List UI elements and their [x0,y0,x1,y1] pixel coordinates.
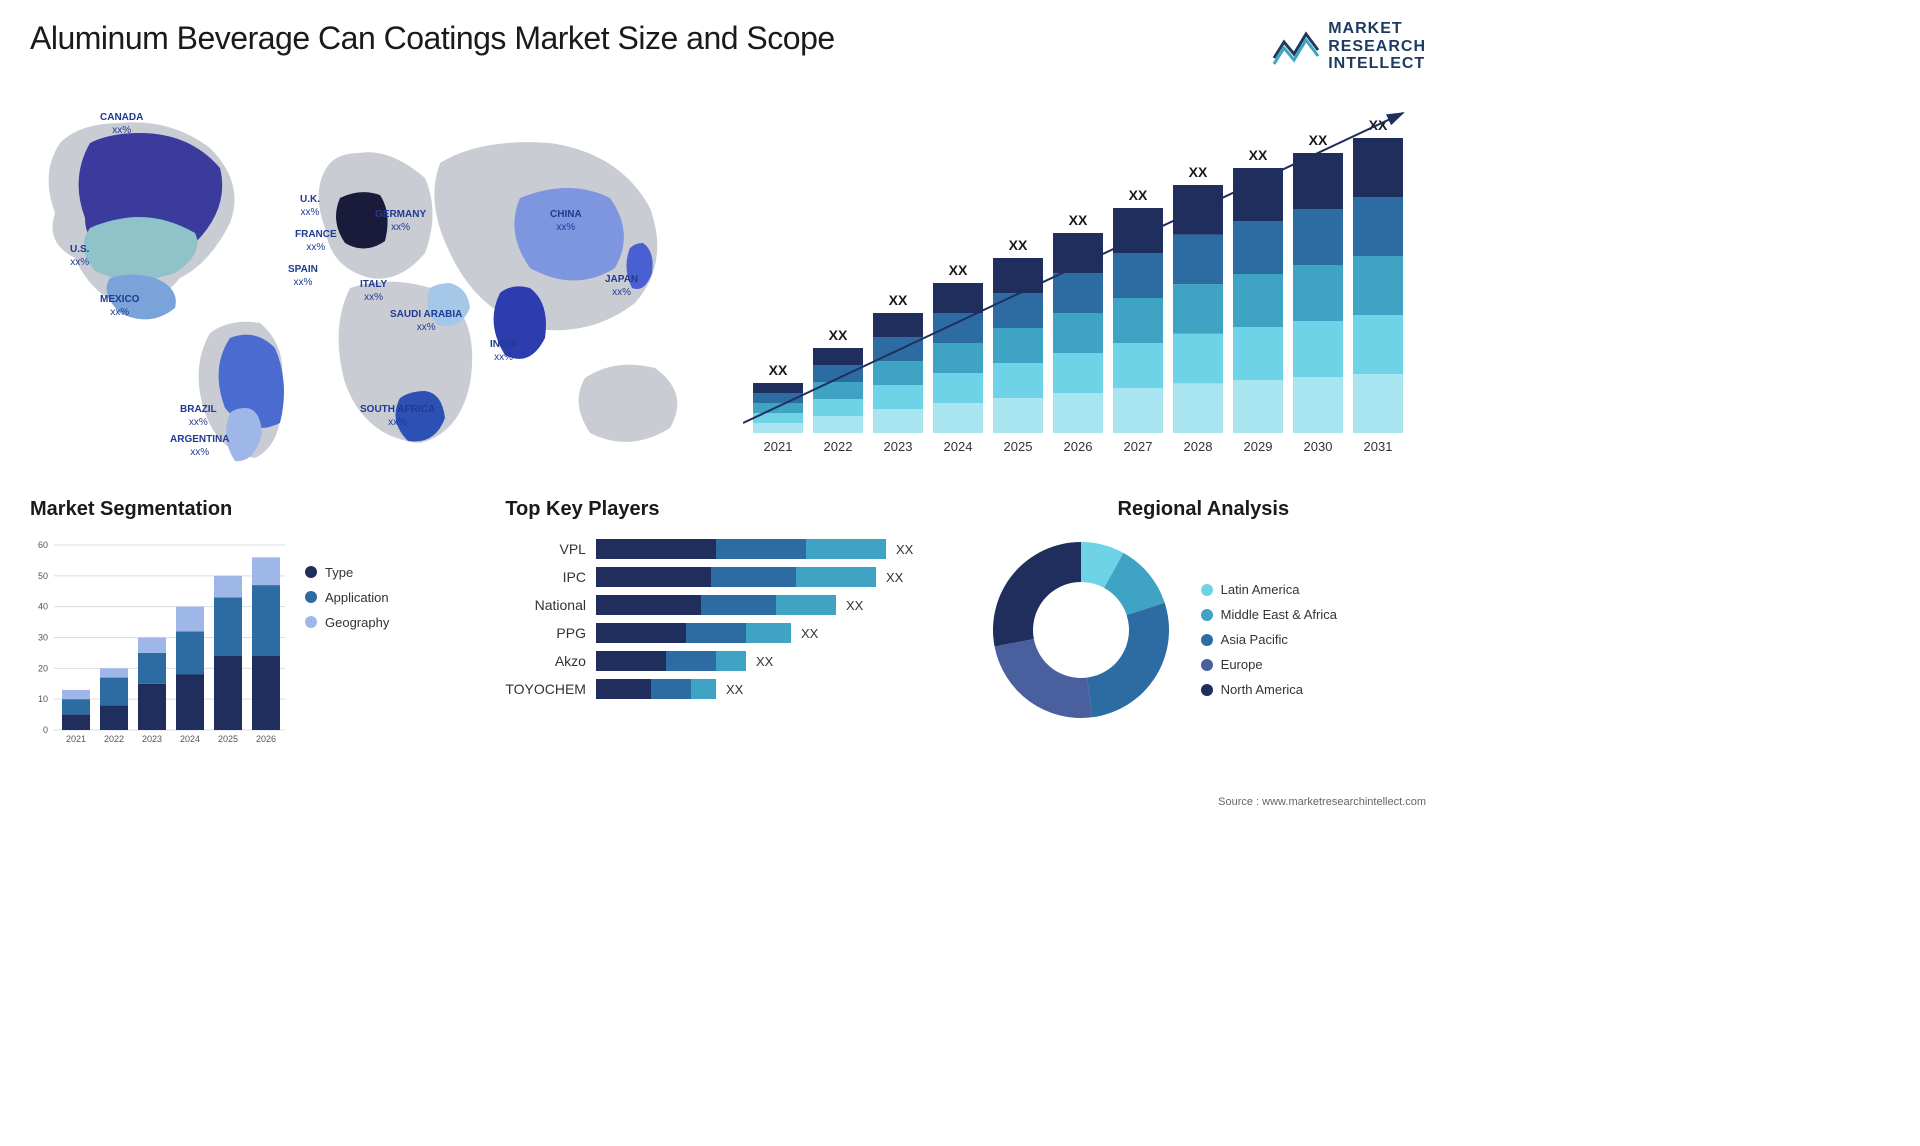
regional-legend: Latin America Middle East & Africa Asia Pa… [1201,572,1337,707]
svg-text:2024: 2024 [944,439,973,454]
svg-text:XX: XX [889,292,908,308]
segmentation-legend: Type Application Geography [305,555,389,640]
svg-text:XX: XX [1189,164,1208,180]
players-chart: XX XX XX XX XX XX [596,535,936,715]
svg-text:XX: XX [949,262,968,278]
map-label: CHINAxx% [550,208,582,234]
svg-text:XX: XX [896,542,914,557]
logo-icon [1272,24,1320,68]
legend-item: Europe [1201,657,1337,672]
svg-text:XX: XX [829,327,848,343]
svg-text:2022: 2022 [104,734,124,744]
svg-text:XX: XX [756,654,774,669]
svg-text:2025: 2025 [1004,439,1033,454]
regional-title: Regional Analysis [981,498,1426,521]
svg-text:2021: 2021 [66,734,86,744]
bottom-row: Market Segmentation 0 10 20 30 40 50 60 2021 202… [30,498,1426,745]
header: Aluminum Beverage Can Coatings Market Si… [30,20,1426,73]
top-row: CANADAxx% U.S.xx% MEXICOxx% BRAZILxx% ARGENT… [30,93,1426,473]
map-label: U.S.xx% [70,243,89,269]
map-label: SPAINxx% [288,263,318,289]
player-label: Akzo [505,647,586,675]
svg-text:XX: XX [1249,147,1268,163]
svg-text:10: 10 [38,694,48,704]
player-label: PPG [505,619,586,647]
player-label: IPC [505,563,586,591]
growth-chart-panel: XX 2021 XX 2022 XX 2023 XX 2024 XX 2025 XX 2026 XX 20… [743,93,1426,473]
svg-text:2031: 2031 [1364,439,1393,454]
svg-text:XX: XX [886,570,904,585]
map-label: INDIAxx% [490,338,517,364]
logo-text: MARKET RESEARCH INTELLECT [1328,20,1426,73]
svg-text:0: 0 [43,725,48,735]
svg-text:2021: 2021 [764,439,793,454]
svg-text:2023: 2023 [884,439,913,454]
legend-item: Application [305,590,389,605]
page-title: Aluminum Beverage Can Coatings Market Si… [30,20,835,57]
map-label: U.K.xx% [300,193,320,219]
svg-text:2027: 2027 [1124,439,1153,454]
svg-text:XX: XX [801,626,819,641]
map-label: MEXICOxx% [100,293,139,319]
map-label: ARGENTINAxx% [170,433,229,459]
legend-item: Type [305,565,389,580]
source-attribution: Source : www.marketresearchintellect.com [1218,796,1426,808]
map-label: JAPANxx% [605,273,638,299]
svg-text:2022: 2022 [824,439,853,454]
svg-text:XX: XX [769,362,788,378]
svg-text:XX: XX [1009,237,1028,253]
legend-item: Geography [305,615,389,630]
svg-text:2029: 2029 [1244,439,1273,454]
svg-text:XX: XX [1069,212,1088,228]
segmentation-chart: 0 10 20 30 40 50 60 2021 2022 2023 2024 2025 2026 [30,535,285,745]
svg-text:2026: 2026 [256,734,276,744]
world-map-panel: CANADAxx% U.S.xx% MEXICOxx% BRAZILxx% ARGENT… [30,93,713,473]
player-label: VPL [505,535,586,563]
svg-text:XX: XX [846,598,864,613]
svg-text:50: 50 [38,571,48,581]
map-label: SAUDI ARABIAxx% [390,308,462,334]
svg-text:XX: XX [1129,187,1148,203]
map-label: BRAZILxx% [180,403,217,429]
player-label: TOYOCHEM [505,675,586,703]
svg-text:2030: 2030 [1304,439,1333,454]
svg-text:2023: 2023 [142,734,162,744]
regional-panel: Regional Analysis Latin America Middle Ea… [981,498,1426,745]
regional-donut [981,535,1181,725]
players-labels: VPLIPCNationalPPGAkzoTOYOCHEM [505,535,586,703]
svg-text:XX: XX [1309,132,1328,148]
svg-text:20: 20 [38,663,48,673]
brand-logo: MARKET RESEARCH INTELLECT [1272,20,1426,73]
legend-item: Middle East & Africa [1201,607,1337,622]
players-panel: Top Key Players VPLIPCNationalPPGAkzoTOY… [505,498,950,745]
svg-text:40: 40 [38,601,48,611]
map-label: FRANCExx% [295,228,337,254]
legend-item: North America [1201,682,1337,697]
players-title: Top Key Players [505,498,950,521]
map-label: SOUTH AFRICAxx% [360,403,435,429]
svg-text:2025: 2025 [218,734,238,744]
svg-text:2026: 2026 [1064,439,1093,454]
map-label: ITALYxx% [360,278,387,304]
map-label: CANADAxx% [100,111,143,137]
segmentation-title: Market Segmentation [30,498,475,521]
map-label: GERMANYxx% [375,208,426,234]
svg-text:2028: 2028 [1184,439,1213,454]
legend-item: Latin America [1201,582,1337,597]
growth-chart: XX 2021 XX 2022 XX 2023 XX 2024 XX 2025 XX 2026 XX 20… [743,93,1423,473]
segmentation-panel: Market Segmentation 0 10 20 30 40 50 60 2021 202… [30,498,475,745]
svg-text:60: 60 [38,540,48,550]
svg-text:2024: 2024 [180,734,200,744]
player-label: National [505,591,586,619]
svg-text:XX: XX [726,682,744,697]
svg-text:30: 30 [38,632,48,642]
legend-item: Asia Pacific [1201,632,1337,647]
